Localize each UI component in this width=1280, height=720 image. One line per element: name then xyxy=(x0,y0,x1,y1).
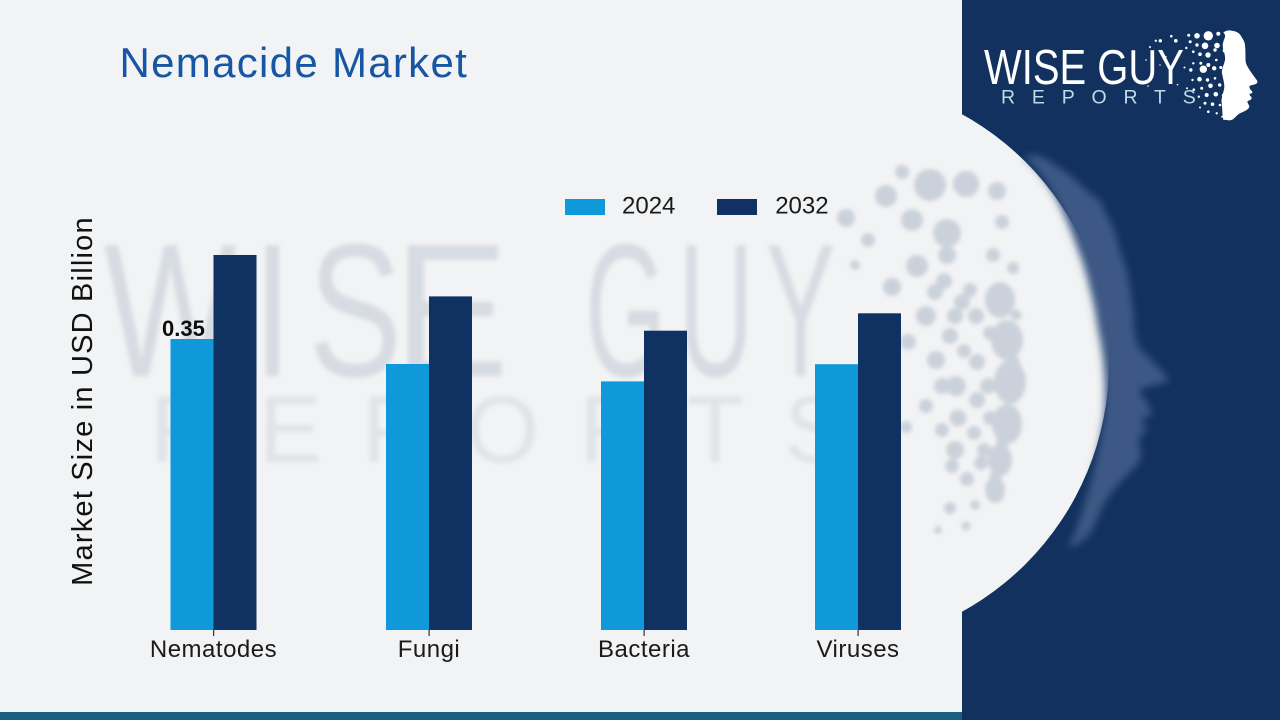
svg-text:Nemacide Market: Nemacide Market xyxy=(120,39,469,86)
svg-text:Bacteria: Bacteria xyxy=(598,636,690,663)
svg-text:WISE GUY: WISE GUY xyxy=(984,41,1184,95)
svg-text:REPORTS: REPORTS xyxy=(150,377,888,483)
svg-text:REPORTS: REPORTS xyxy=(1001,86,1213,108)
svg-text:0.35: 0.35 xyxy=(162,316,205,341)
svg-text:Nematodes: Nematodes xyxy=(150,636,277,663)
svg-text:Viruses: Viruses xyxy=(816,636,899,663)
svg-text:2024: 2024 xyxy=(622,192,675,219)
svg-text:2032: 2032 xyxy=(775,192,828,219)
svg-text:Market Size in USD Billion: Market Size in USD Billion xyxy=(67,216,99,586)
svg-text:Fungi: Fungi xyxy=(398,636,461,663)
